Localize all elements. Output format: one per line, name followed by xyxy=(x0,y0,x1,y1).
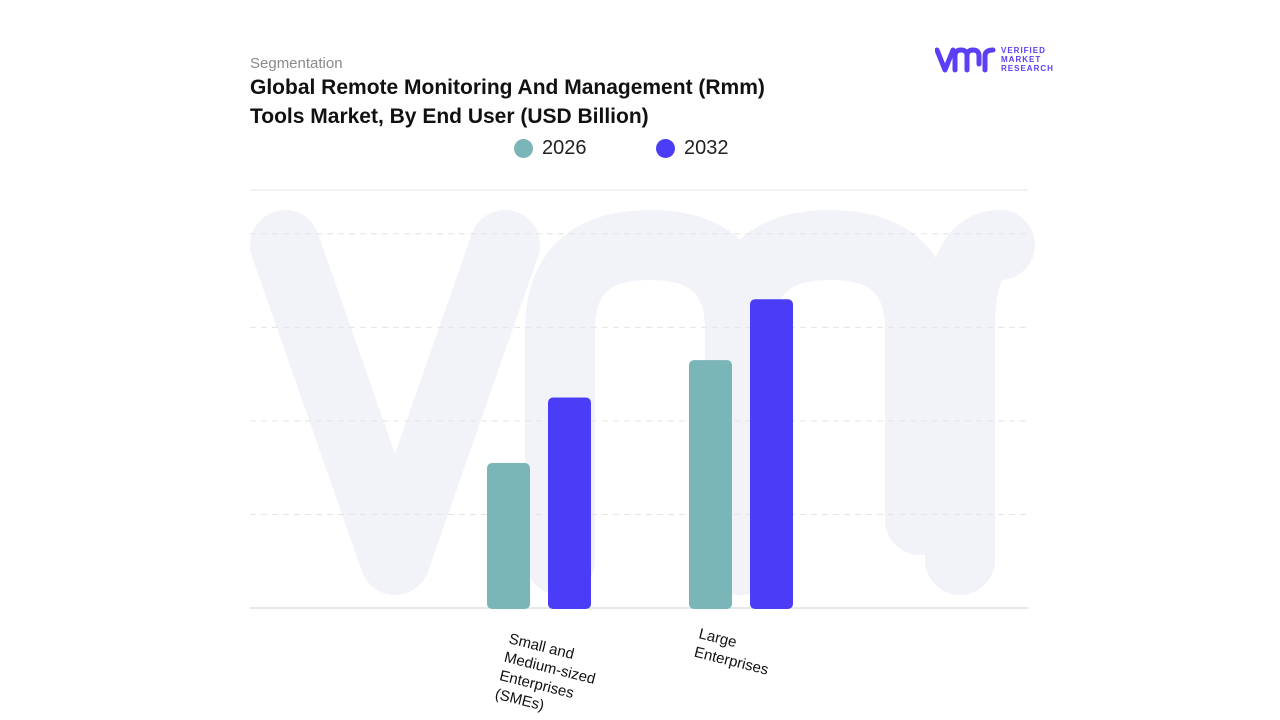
x-tick-label-0: Small andMedium-sizedEnterprises(SMEs) xyxy=(493,630,602,720)
legend-swatch-2026 xyxy=(514,138,533,158)
legend-item-2032: 2032 xyxy=(656,136,729,160)
x-tick-label-1: LargeEnterprises xyxy=(692,625,774,678)
bar-2026-0 xyxy=(487,462,530,609)
vmr-logo-line-3: RESEARCH xyxy=(1001,64,1054,73)
legend-label-2032: 2032 xyxy=(684,136,729,159)
bar-2032-0 xyxy=(548,397,591,609)
vmr-logo-line-1: VERIFIED xyxy=(1001,46,1046,55)
watermark-logo xyxy=(250,210,1035,595)
bar-2032-1 xyxy=(750,299,793,609)
legend-swatch-2032 xyxy=(656,138,675,158)
bar-2026-1 xyxy=(689,360,732,609)
chart-title: Global Remote Monitoring And Management … xyxy=(250,73,850,131)
vmr-logo-mark-icon xyxy=(935,47,996,73)
chart-title-line-2: Tools Market, By End User (USD Billion) xyxy=(250,105,649,128)
legend-item-2026: 2026 xyxy=(514,136,587,160)
segmentation-label: Segmentation xyxy=(250,55,343,72)
vmr-logo-line-2: MARKET xyxy=(1001,55,1041,64)
chart-title-line-1: Global Remote Monitoring And Management … xyxy=(250,76,765,99)
legend-label-2026: 2026 xyxy=(542,136,587,159)
vmr-logo: VERIFIED MARKET RESEARCH xyxy=(935,46,1054,73)
